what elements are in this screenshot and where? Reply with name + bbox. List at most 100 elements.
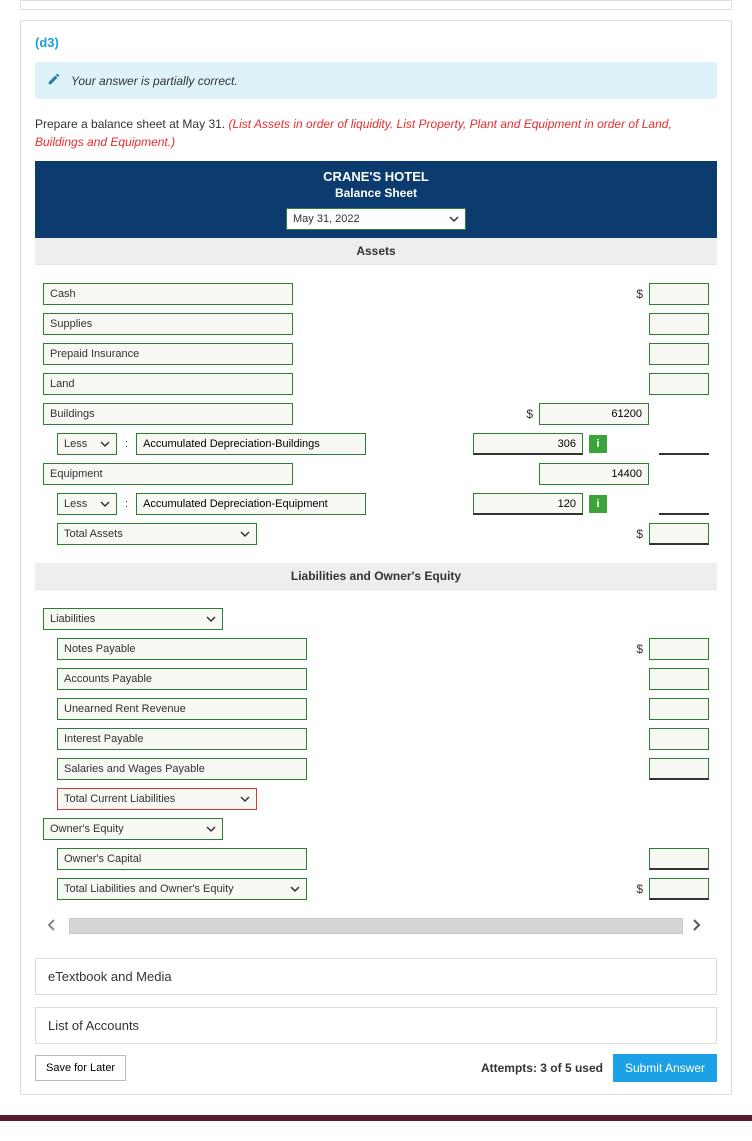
- row-notes-payable: Notes Payable $: [43, 638, 709, 660]
- chevron-down-icon: [206, 824, 216, 834]
- info-icon[interactable]: i: [589, 435, 607, 453]
- etextbook-accordion[interactable]: eTextbook and Media: [35, 958, 717, 995]
- chevron-down-icon: [290, 884, 300, 894]
- subtotal-eq-blank[interactable]: [659, 493, 709, 515]
- accum-dep-eq-value[interactable]: [473, 493, 583, 515]
- scroll-right-icon[interactable]: [691, 919, 705, 934]
- attempts-text: Attempts: 3 of 5 used: [481, 1061, 603, 1075]
- submit-answer-button[interactable]: Submit Answer: [613, 1054, 717, 1082]
- owners-capital-label[interactable]: Owner's Capital: [57, 848, 307, 870]
- date-row: May 31, 2022: [35, 208, 717, 238]
- assets-body: Cash $ Supplies Prepaid Insurance: [35, 265, 717, 563]
- etextbook-label: eTextbook and Media: [48, 969, 172, 984]
- chevron-down-icon: [100, 439, 110, 449]
- total-current-liab-select[interactable]: Total Current Liabilities: [57, 788, 257, 810]
- supplies-value-input[interactable]: [649, 313, 709, 335]
- notes-payable-value[interactable]: [649, 638, 709, 660]
- land-label-field[interactable]: Land: [43, 373, 293, 395]
- save-for-later-button[interactable]: Save for Later: [35, 1055, 126, 1081]
- owners-equity-select[interactable]: Owner's Equity: [43, 818, 223, 840]
- land-value-input[interactable]: [649, 373, 709, 395]
- accum-dep-bld-label[interactable]: [136, 433, 366, 455]
- date-select[interactable]: May 31, 2022: [286, 208, 466, 230]
- total-liab-equity-value[interactable]: [649, 878, 709, 900]
- interest-payable-label[interactable]: Interest Payable: [57, 728, 307, 750]
- salaries-wages-value[interactable]: [649, 758, 709, 780]
- scroll-track[interactable]: [69, 918, 683, 934]
- equipment-value-input[interactable]: [539, 463, 649, 485]
- prepaid-label-field[interactable]: Prepaid Insurance: [43, 343, 293, 365]
- cash-value-input[interactable]: [649, 283, 709, 305]
- row-buildings: Buildings $: [43, 403, 709, 425]
- row-equipment: Equipment: [43, 463, 709, 485]
- buildings-value-input[interactable]: [539, 403, 649, 425]
- footer-row: Save for Later Attempts: 3 of 5 used Sub…: [35, 1054, 717, 1082]
- less-select-1[interactable]: Less: [57, 433, 117, 455]
- row-total-current-liab: Total Current Liabilities: [43, 788, 709, 810]
- prompt-plain: Prepare a balance sheet at May 31.: [35, 117, 228, 131]
- unearned-rent-value[interactable]: [649, 698, 709, 720]
- feedback-text: Your answer is partially correct.: [71, 74, 238, 88]
- dollar-sign: $: [633, 882, 643, 896]
- scroll-left-icon[interactable]: [47, 919, 61, 934]
- unearned-rent-label[interactable]: Unearned Rent Revenue: [57, 698, 307, 720]
- row-liabilities-header: Liabilities: [43, 608, 709, 630]
- dollar-sign: $: [633, 527, 643, 541]
- row-salaries-wages: Salaries and Wages Payable: [43, 758, 709, 780]
- row-accum-dep-buildings: Less : i: [43, 433, 709, 455]
- row-supplies: Supplies: [43, 313, 709, 335]
- total-assets-value[interactable]: [649, 523, 709, 545]
- part-label: (d3): [35, 35, 717, 50]
- balance-sheet-header: CRANE'S HOTEL Balance Sheet: [35, 161, 717, 208]
- prompt: Prepare a balance sheet at May 31. (List…: [35, 115, 717, 151]
- question-card: (d3) Your answer is partially correct. P…: [20, 20, 732, 1095]
- accum-dep-eq-label[interactable]: [136, 493, 366, 515]
- dollar-sign: $: [523, 407, 533, 421]
- owners-capital-value[interactable]: [649, 848, 709, 870]
- chevron-down-icon: [240, 529, 250, 539]
- horizontal-scrollbar[interactable]: [47, 916, 705, 936]
- row-accounts-payable: Accounts Payable: [43, 668, 709, 690]
- prepaid-value-input[interactable]: [649, 343, 709, 365]
- info-icon[interactable]: i: [589, 495, 607, 513]
- liab-equity-section-title: Liabilities and Owner's Equity: [35, 563, 717, 590]
- report-name: Balance Sheet: [39, 186, 713, 200]
- accum-dep-bld-value[interactable]: [473, 433, 583, 455]
- row-cash: Cash $: [43, 283, 709, 305]
- row-prepaid-insurance: Prepaid Insurance: [43, 343, 709, 365]
- row-owners-equity-header: Owner's Equity: [43, 818, 709, 840]
- row-land: Land: [43, 373, 709, 395]
- feedback-banner: Your answer is partially correct.: [35, 62, 717, 99]
- accounts-payable-label[interactable]: Accounts Payable: [57, 668, 307, 690]
- liab-equity-body: Liabilities Notes Payable $ Accounts Pay…: [35, 590, 717, 946]
- cash-label-field[interactable]: Cash: [43, 283, 293, 305]
- company-name: CRANE'S HOTEL: [39, 169, 713, 184]
- list-of-accounts-label: List of Accounts: [48, 1018, 139, 1033]
- pencil-icon: [47, 72, 61, 89]
- chevron-down-icon: [100, 499, 110, 509]
- interest-payable-value[interactable]: [649, 728, 709, 750]
- balance-sheet: CRANE'S HOTEL Balance Sheet May 31, 2022…: [35, 161, 717, 946]
- row-unearned-rent: Unearned Rent Revenue: [43, 698, 709, 720]
- total-liab-equity-select[interactable]: Total Liabilities and Owner's Equity: [57, 878, 307, 900]
- salaries-wages-label[interactable]: Salaries and Wages Payable: [57, 758, 307, 780]
- date-select-value: May 31, 2022: [293, 213, 360, 225]
- supplies-label-field[interactable]: Supplies: [43, 313, 293, 335]
- list-of-accounts-accordion[interactable]: List of Accounts: [35, 1007, 717, 1044]
- buildings-label-field[interactable]: Buildings: [43, 403, 293, 425]
- top-card-stub: [20, 0, 732, 10]
- footer-bar: [0, 1115, 752, 1121]
- equipment-label-field[interactable]: Equipment: [43, 463, 293, 485]
- chevron-down-icon: [449, 214, 459, 224]
- dollar-sign: $: [633, 287, 643, 301]
- subtotal-bld-blank[interactable]: [659, 433, 709, 455]
- liabilities-select[interactable]: Liabilities: [43, 608, 223, 630]
- accounts-payable-value[interactable]: [649, 668, 709, 690]
- row-total-assets: Total Assets $: [43, 523, 709, 545]
- chevron-down-icon: [240, 794, 250, 804]
- row-interest-payable: Interest Payable: [43, 728, 709, 750]
- total-assets-select[interactable]: Total Assets: [57, 523, 257, 545]
- dollar-sign: $: [633, 642, 643, 656]
- less-select-2[interactable]: Less: [57, 493, 117, 515]
- notes-payable-label[interactable]: Notes Payable: [57, 638, 307, 660]
